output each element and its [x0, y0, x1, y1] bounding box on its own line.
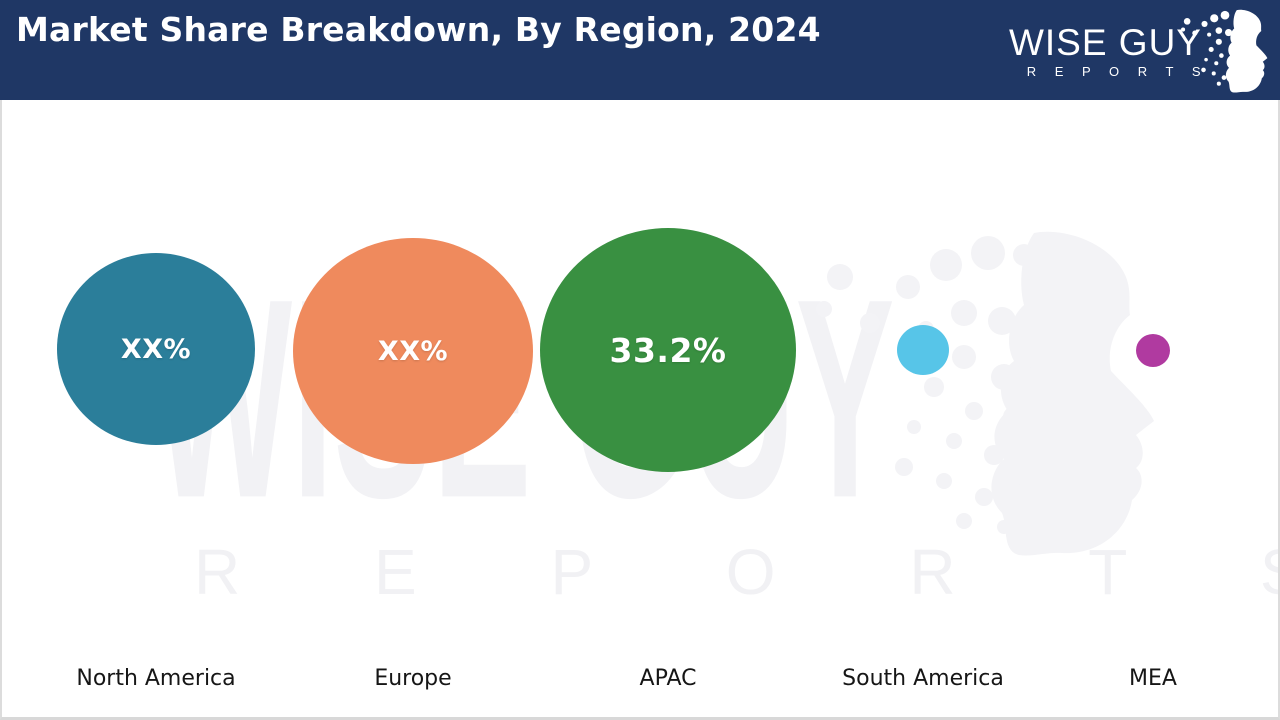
bubble-north-america: XX%	[57, 253, 255, 445]
category-labels: North America Europe APAC South America MEA	[2, 100, 1278, 717]
head-profile-dots-icon	[1181, 9, 1268, 93]
category-label-europe: Europe	[374, 666, 452, 691]
category-label-south-america: South America	[842, 666, 1004, 691]
bubble-mea	[1136, 333, 1170, 367]
watermark-head-icon	[816, 231, 1154, 556]
bubble-layer: XX% XX% 33.2%	[2, 100, 1278, 717]
bubble-value-label: XX%	[120, 333, 192, 365]
bubble-value-label: 33.2%	[609, 330, 727, 370]
logo-subtext: R E P O R T S	[1026, 63, 1208, 79]
chart-area: WISE GUY R E P O R T S XX% XX% 33.2% North…	[0, 100, 1280, 720]
header-bar: Market Share Breakdown, By Region, 2024 …	[0, 0, 1280, 100]
bubble-europe: XX%	[293, 238, 533, 464]
wiseguy-logo: WISE GUY R E P O R T S	[1009, 0, 1280, 95]
watermark-subtext: R E P O R T S	[194, 536, 1280, 608]
bubble-south-america	[897, 325, 949, 375]
category-label-north-america: North America	[76, 666, 236, 691]
logo-wordmark: WISE GUY	[1008, 22, 1202, 64]
bubble-value-label: XX%	[377, 335, 449, 367]
category-label-apac: APAC	[639, 666, 697, 691]
bubble-apac: 33.2%	[540, 228, 796, 472]
page-title: Market Share Breakdown, By Region, 2024	[16, 10, 821, 49]
wiseguy-logo-text: WISE GUY R E P O R T S	[1008, 22, 1202, 79]
category-label-mea: MEA	[1129, 666, 1177, 691]
